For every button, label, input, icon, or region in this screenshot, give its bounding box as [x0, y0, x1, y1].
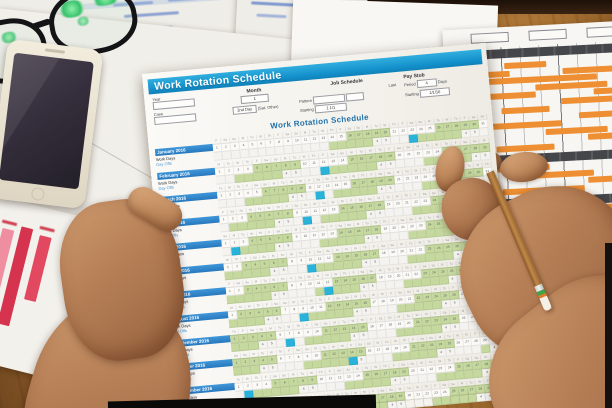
last-label: Last	[388, 82, 397, 88]
gantt-group-header	[470, 31, 509, 44]
gantt-group-header	[586, 25, 612, 38]
eyeglasses-bridge	[30, 18, 52, 31]
phone-earpiece	[44, 48, 66, 54]
pay-starting-label: Starting	[404, 90, 419, 97]
gantt-group-header	[528, 28, 567, 41]
field-group-month: Month 1 2nd Day (Sat, Other)	[218, 85, 292, 117]
pay-starting-field: 1/1/16	[419, 86, 451, 98]
period-label: Period	[403, 81, 416, 88]
pattern-last-field	[345, 91, 365, 102]
period-field: 4	[416, 78, 438, 89]
phone-home-button	[30, 186, 46, 202]
job-starting-field: 1 1/1	[314, 102, 348, 114]
pattern-label: Pattern	[298, 97, 313, 104]
mark-cell	[479, 127, 490, 137]
field-group-pay-stub: Pay Stub Period 4 Days Starting 1/1/16	[403, 67, 491, 101]
field-group-job-schedule: Job Schedule Last Pattern Starting 1 1/1	[298, 75, 399, 116]
chart-bar-label	[39, 225, 55, 233]
mark-cell: 5	[480, 151, 492, 161]
second-day-field: 2nd Day	[232, 104, 257, 115]
dark-object-right-edge	[605, 243, 612, 408]
period-unit: Days	[437, 78, 448, 85]
field-group-left: Year Crew	[152, 92, 214, 126]
second-day-note: (Sat, Other)	[257, 103, 279, 111]
job-starting-label: Starting	[299, 106, 314, 113]
phone-screen	[0, 52, 94, 190]
chart-bar-label	[1, 219, 18, 227]
